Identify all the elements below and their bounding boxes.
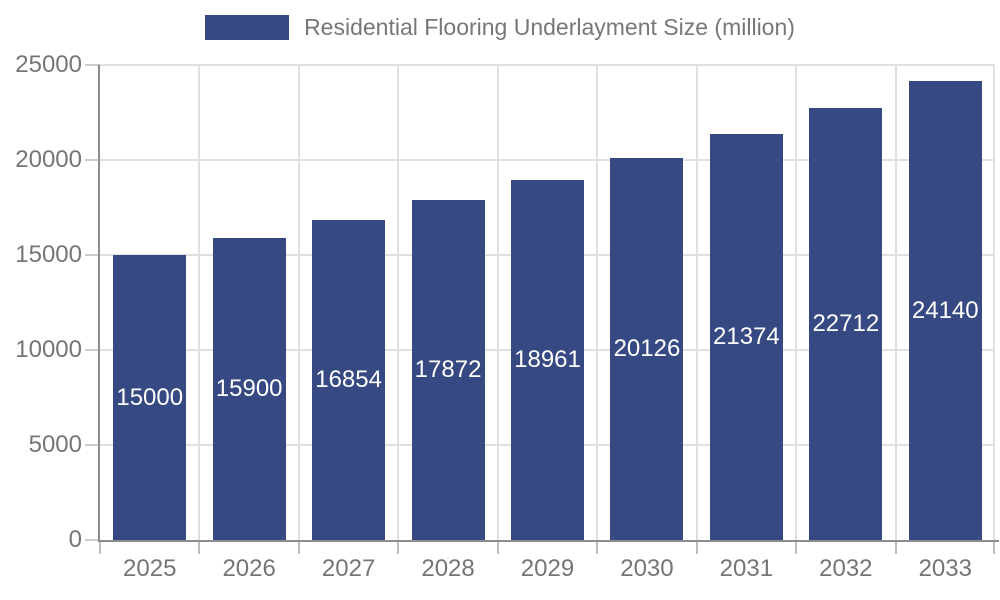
x-axis-tick-label: 2027 <box>321 555 376 582</box>
x-axis-tick-mark <box>297 542 300 554</box>
x-axis-line <box>98 540 999 542</box>
v-gridline <box>397 65 400 540</box>
x-axis-tick-mark <box>397 542 400 554</box>
x-axis-tick-mark <box>695 542 698 554</box>
v-gridline <box>496 65 499 540</box>
h-gridline <box>100 64 995 66</box>
x-axis-tick-label: 2029 <box>520 555 575 582</box>
bar-2025[interactable] <box>113 255 187 540</box>
v-gridline <box>993 65 995 540</box>
y-axis-tick-mark <box>85 349 100 351</box>
legend[interactable]: Residential Flooring Underlayment Size (… <box>0 14 1000 41</box>
bar-2028[interactable] <box>411 200 485 540</box>
y-axis-tick-mark <box>85 254 100 256</box>
h-gridline <box>100 159 995 161</box>
v-gridline <box>695 65 698 540</box>
y-axis-tick-mark <box>85 444 100 446</box>
v-gridline <box>198 65 201 540</box>
y-axis-line <box>98 65 100 542</box>
bar-2030[interactable] <box>610 157 684 540</box>
v-gridline <box>596 65 599 540</box>
bar-2026[interactable] <box>212 237 286 540</box>
y-axis-tick-mark <box>85 159 100 161</box>
v-gridline <box>894 65 897 540</box>
x-axis-tick-label: 2028 <box>421 555 475 582</box>
y-axis-tick-label: 15000 <box>15 241 82 268</box>
x-axis-tick-label: 2025 <box>123 555 177 582</box>
x-axis-tick-label: 2031 <box>719 555 774 582</box>
y-axis-tick-label: 25000 <box>15 51 82 78</box>
bar-2032[interactable] <box>809 108 883 540</box>
y-axis-tick-label: 10000 <box>15 336 82 363</box>
v-gridline <box>795 65 798 540</box>
x-axis-tick-mark <box>198 542 201 554</box>
x-axis-tick-mark <box>99 542 101 554</box>
y-axis-tick-label: 0 <box>68 526 82 553</box>
bar-2027[interactable] <box>312 219 386 540</box>
y-axis-tick-label: 5000 <box>28 431 82 458</box>
x-axis-tick-label: 2026 <box>222 555 276 582</box>
bar-2029[interactable] <box>511 179 584 540</box>
x-axis-tick-mark <box>596 542 599 554</box>
plot-area: 0 5000 10000 15000 20000 25000 15000 2025 15900 2… <box>15 53 999 582</box>
y-axis-tick-mark <box>85 539 100 541</box>
x-axis-tick-mark <box>795 542 798 554</box>
y-axis-tick-label: 20000 <box>15 146 82 173</box>
x-axis-tick-label: 2032 <box>819 555 873 582</box>
x-axis-tick-label: 2033 <box>918 555 972 582</box>
x-axis-tick-mark <box>993 542 995 554</box>
legend-swatch <box>205 15 290 40</box>
bar-2031[interactable] <box>709 133 783 540</box>
x-axis-tick-mark <box>894 542 897 554</box>
bar-2033[interactable] <box>908 81 982 540</box>
legend-label: Residential Flooring Underlayment Size (… <box>304 14 795 40</box>
y-axis-tick-mark <box>85 64 100 66</box>
x-axis-tick-label: 2030 <box>620 555 674 582</box>
v-gridline <box>297 65 300 540</box>
x-axis-tick-mark <box>496 542 499 554</box>
